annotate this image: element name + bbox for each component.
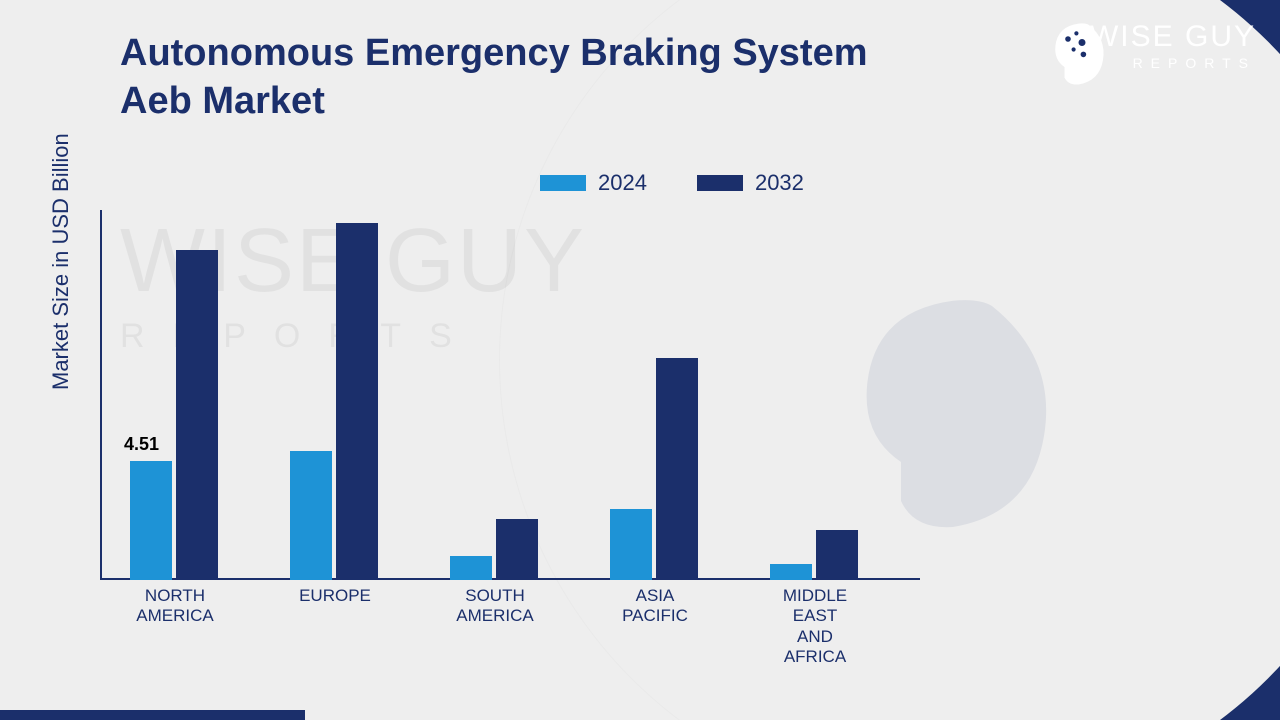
legend-item: 2024 [540,170,647,196]
chart-title: Autonomous Emergency Braking System Aeb … [120,30,940,125]
category-label: SOUTHAMERICA [430,586,560,627]
bar [610,509,652,580]
legend-label-0: 2024 [598,170,647,196]
bar [176,250,218,580]
legend-item: 2032 [697,170,804,196]
bar [290,451,332,581]
y-axis-label: Market Size in USD Billion [48,133,74,390]
category-label: EUROPE [270,586,400,606]
bar [656,358,698,580]
bar [130,461,172,580]
category-label: MIDDLEEASTANDAFRICA [750,586,880,668]
logo-line1: WISE GUY [1090,22,1256,52]
page-root: WISE GUY REPORTS Autonomous Emergency Br… [0,0,1280,720]
bar [496,519,538,580]
footer-accent-bar [0,710,305,720]
bar [816,530,858,580]
category-label: NORTHAMERICA [110,586,240,627]
bar-value-label: 4.51 [124,434,159,455]
legend-swatch-0 [540,175,586,191]
y-axis-line [100,210,102,580]
bar [450,556,492,580]
brand-logo: WISE GUY REPORTS [1090,22,1256,70]
legend-label-1: 2032 [755,170,804,196]
legend-swatch-1 [697,175,743,191]
bar [770,564,812,580]
chart-area: 4.51NORTHAMERICAEUROPESOUTHAMERICAASIAPA… [100,210,920,580]
logo-head-icon [1040,18,1110,88]
category-label: ASIAPACIFIC [590,586,720,627]
logo-line2: REPORTS [1090,56,1256,70]
legend: 2024 2032 [540,170,804,196]
bar [336,223,378,580]
